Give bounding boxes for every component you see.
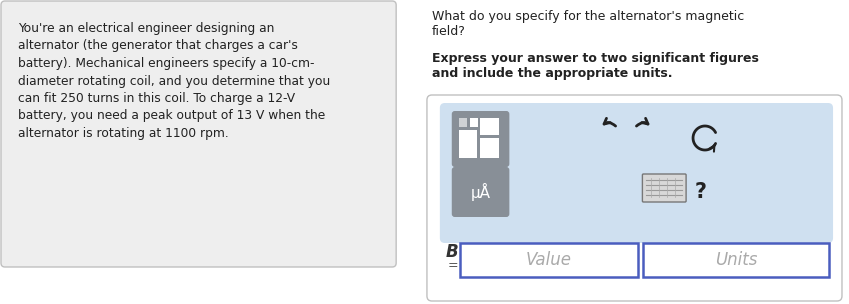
FancyBboxPatch shape [1,1,396,267]
FancyBboxPatch shape [643,174,686,202]
Text: alternator is rotating at 1100 rpm.: alternator is rotating at 1100 rpm. [18,127,228,140]
Text: can fit 250 turns in this coil. To charge a 12-V: can fit 250 turns in this coil. To charg… [18,92,295,105]
FancyBboxPatch shape [440,103,833,243]
Bar [458,118,467,127]
Text: battery, you need a peak output of 13 V when the: battery, you need a peak output of 13 V … [18,109,325,123]
Text: alternator (the generator that charges a car's: alternator (the generator that charges a… [18,40,298,53]
Text: diameter rotating coil, and you determine that you: diameter rotating coil, and you determin… [18,74,330,88]
Bar [458,130,476,158]
Text: =: = [447,260,458,272]
Text: battery). Mechanical engineers specify a 10-cm-: battery). Mechanical engineers specify a… [18,57,314,70]
Bar [644,243,829,277]
Bar [480,118,499,135]
Bar [480,138,499,158]
Bar [459,243,638,277]
Text: μÅ: μÅ [470,183,491,201]
FancyBboxPatch shape [427,95,842,301]
Text: ?: ? [695,182,707,202]
Bar [469,118,478,127]
Text: Express your answer to two significant figures
and include the appropriate units: Express your answer to two significant f… [432,52,759,80]
Text: What do you specify for the alternator's magnetic
field?: What do you specify for the alternator's… [432,10,745,38]
Text: Units: Units [715,251,757,269]
FancyBboxPatch shape [452,167,509,217]
Text: B: B [446,243,458,261]
FancyBboxPatch shape [452,111,509,167]
Text: You're an electrical engineer designing an: You're an electrical engineer designing … [18,22,274,35]
Text: Value: Value [526,251,572,269]
